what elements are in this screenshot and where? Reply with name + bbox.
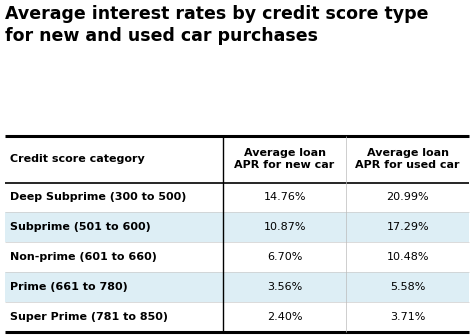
Text: Non-prime (601 to 660): Non-prime (601 to 660) <box>10 252 157 262</box>
Text: Average interest rates by credit score type
for new and used car purchases: Average interest rates by credit score t… <box>5 5 428 45</box>
Text: Average loan
APR for used car: Average loan APR for used car <box>356 148 460 170</box>
Text: 10.87%: 10.87% <box>264 222 306 232</box>
Text: 5.58%: 5.58% <box>390 282 425 292</box>
Bar <box>5 242 469 272</box>
Text: 17.29%: 17.29% <box>386 222 429 232</box>
Text: Deep Subprime (300 to 500): Deep Subprime (300 to 500) <box>10 193 187 202</box>
Bar <box>5 183 469 212</box>
Text: Average loan
APR for new car: Average loan APR for new car <box>235 148 335 170</box>
Text: Subprime (501 to 600): Subprime (501 to 600) <box>10 222 151 232</box>
Text: 20.99%: 20.99% <box>386 193 429 202</box>
Text: Prime (661 to 780): Prime (661 to 780) <box>10 282 128 292</box>
Text: Credit score category: Credit score category <box>10 154 145 164</box>
Text: 6.70%: 6.70% <box>267 252 302 262</box>
Text: Super Prime (781 to 850): Super Prime (781 to 850) <box>10 312 168 322</box>
Text: 2.40%: 2.40% <box>267 312 302 322</box>
Bar <box>5 302 469 332</box>
Text: 3.71%: 3.71% <box>390 312 425 322</box>
Text: 3.56%: 3.56% <box>267 282 302 292</box>
Text: 14.76%: 14.76% <box>264 193 306 202</box>
Text: 10.48%: 10.48% <box>386 252 429 262</box>
Bar <box>5 272 469 302</box>
Bar <box>5 212 469 242</box>
